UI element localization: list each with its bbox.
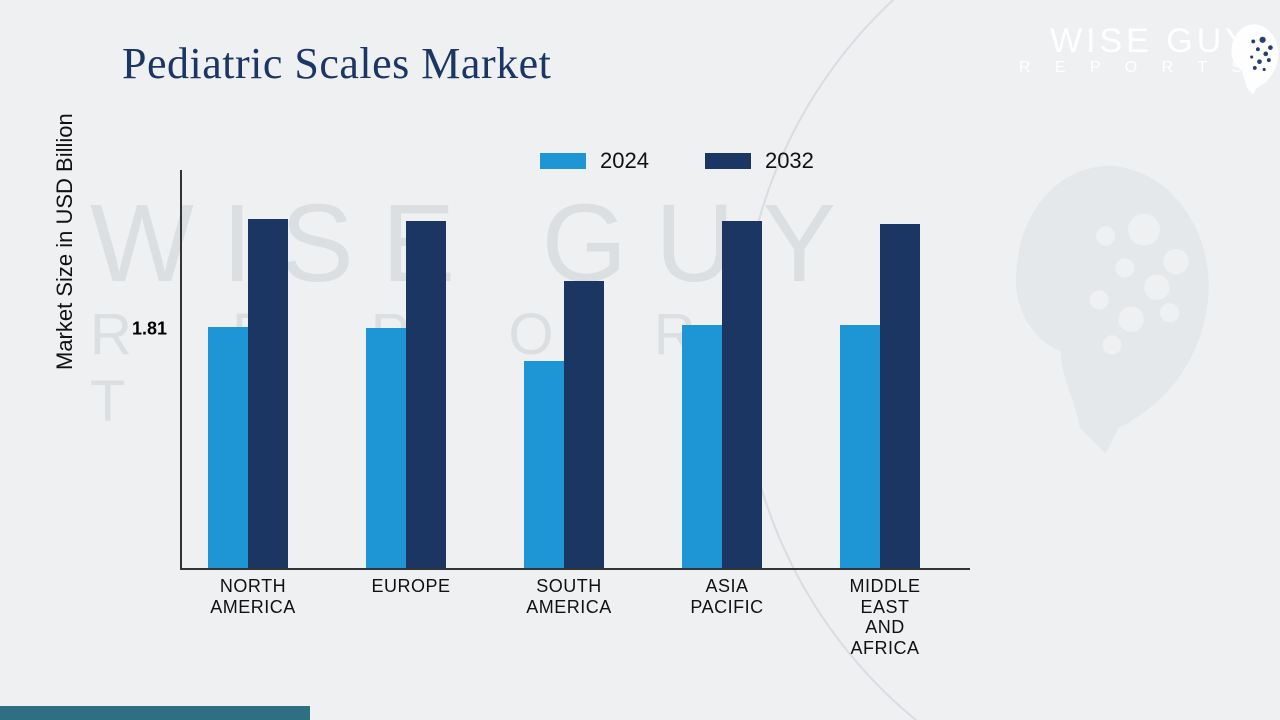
category-label: NORTHAMERICA — [183, 576, 323, 617]
bar-2024 — [208, 327, 248, 568]
bar-2032 — [564, 281, 604, 568]
legend: 2024 2032 — [540, 148, 814, 174]
category-label: EUROPE — [341, 576, 481, 597]
plot-region: NORTHAMERICAEUROPESOUTHAMERICAASIAPACIFI… — [180, 170, 970, 570]
chart-title: Pediatric Scales Market — [122, 38, 551, 89]
chart-area: Market Size in USD Billion NORTHAMERICAE… — [100, 170, 970, 630]
bar-2032 — [248, 219, 288, 568]
legend-item-2024: 2024 — [540, 148, 649, 174]
category-label: ASIAPACIFIC — [657, 576, 797, 617]
category-label: SOUTHAMERICA — [499, 576, 639, 617]
bottom-accent-bar — [0, 706, 310, 720]
bar-2032 — [722, 221, 762, 568]
bar-2024 — [840, 325, 880, 568]
bar-2024 — [524, 361, 564, 568]
legend-label-2032: 2032 — [765, 148, 814, 174]
legend-swatch-2032 — [705, 153, 751, 169]
bar-2032 — [880, 224, 920, 568]
legend-item-2032: 2032 — [705, 148, 814, 174]
brand-logo: WISE GUY R E P O R T S — [1019, 22, 1252, 77]
bar-2024 — [682, 325, 722, 568]
bar-2024 — [366, 328, 406, 568]
legend-swatch-2024 — [540, 153, 586, 169]
brand-line1: WISE GUY — [1019, 22, 1252, 61]
brand-line2: R E P O R T S — [1019, 59, 1252, 77]
y-tick-label: 1.81 — [132, 318, 167, 339]
y-axis-label: Market Size in USD Billion — [52, 113, 78, 370]
bar-2032 — [406, 221, 446, 568]
legend-label-2024: 2024 — [600, 148, 649, 174]
category-label: MIDDLEEASTANDAFRICA — [815, 576, 955, 659]
